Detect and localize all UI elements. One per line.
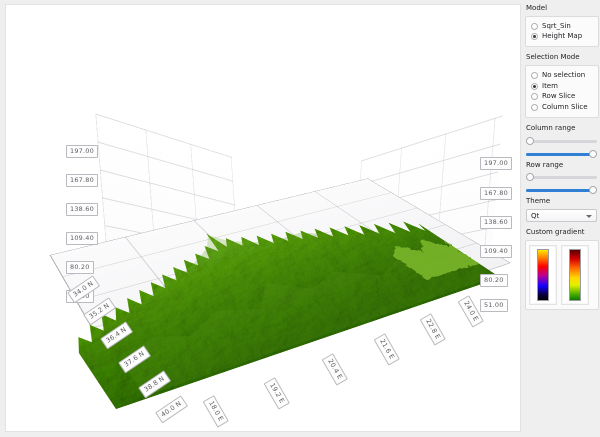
selection-mode-group-title: Selection Mode xyxy=(526,53,580,62)
surface-graph-panel[interactable]: 197.00 167.80 138.60 109.40 80.20 51.00 … xyxy=(5,4,521,432)
selection-option-item[interactable]: Item xyxy=(529,81,595,92)
custom-gradient-title: Custom gradient xyxy=(526,227,585,236)
radio-icon[interactable] xyxy=(531,22,538,30)
slider-fill xyxy=(526,152,591,156)
value-tick-right-2: 138.60 xyxy=(480,216,512,229)
slider-track xyxy=(526,139,597,143)
row-range-title: Row range xyxy=(526,160,564,169)
theme-title: Theme xyxy=(526,197,551,206)
theme-selected-value: Qt xyxy=(531,211,540,220)
model-option-label: Sqrt_Sin xyxy=(542,21,571,30)
radio-icon-selected[interactable] xyxy=(531,82,538,90)
gradient-strip xyxy=(537,248,549,301)
terrain-shelf xyxy=(383,233,479,280)
slider-knob[interactable] xyxy=(526,173,534,182)
model-option-label: Height Map xyxy=(542,32,583,41)
selection-option-no-selection[interactable]: No selection xyxy=(529,70,595,81)
model-group-title: Model xyxy=(526,4,548,12)
slider-knob[interactable] xyxy=(589,186,597,195)
model-option-height-map[interactable]: Height Map xyxy=(529,31,595,42)
model-radio-group: Sqrt_Sin Height Map xyxy=(525,15,599,48)
radio-icon-selected[interactable] xyxy=(531,33,538,41)
radio-icon[interactable] xyxy=(531,104,538,111)
3d-scene[interactable]: 197.00 167.80 138.60 109.40 80.20 51.00 … xyxy=(6,5,520,431)
gradient-strip xyxy=(569,248,581,301)
slider-knob[interactable] xyxy=(526,136,534,145)
control-sidebar: Model Sqrt_Sin Height Map Selection Mode… xyxy=(521,0,599,437)
selection-option-label: Item xyxy=(542,81,558,90)
longitude-tick-0: 18.0 E xyxy=(203,395,229,428)
value-tick-right-0: 197.00 xyxy=(480,157,512,170)
selection-option-label: Row Slice xyxy=(542,92,576,101)
value-tick-right-3: 109.40 xyxy=(480,245,512,258)
theme-dropdown[interactable]: Qt xyxy=(526,208,597,222)
terrain-body xyxy=(30,190,501,410)
value-tick-left-1: 167.80 xyxy=(66,174,98,187)
column-range-max-slider[interactable] xyxy=(526,149,597,159)
selection-mode-radio-group: No selection Item Row Slice Column Slice xyxy=(525,64,599,118)
value-tick-left-4: 80.20 xyxy=(66,261,94,274)
value-tick-right-5: 51.00 xyxy=(480,299,508,312)
longitude-tick-2: 20.4 E xyxy=(322,353,348,386)
slider-track xyxy=(526,176,597,180)
gradient-swatch-one[interactable] xyxy=(529,244,557,305)
longitude-tick-3: 21.6 E xyxy=(374,333,400,366)
value-tick-left-0: 197.00 xyxy=(66,145,98,158)
terrain-mesh xyxy=(30,190,501,410)
value-tick-right-1: 167.80 xyxy=(480,187,512,200)
value-tick-left-2: 138.60 xyxy=(66,203,98,216)
custom-gradient-group xyxy=(525,239,599,310)
radio-icon[interactable] xyxy=(531,93,538,101)
row-range-min-slider[interactable] xyxy=(526,172,597,182)
chevron-down-icon[interactable] xyxy=(586,214,592,218)
selection-option-label: No selection xyxy=(542,70,586,79)
longitude-tick-1: 19.2 E xyxy=(264,377,290,410)
row-range-max-slider[interactable] xyxy=(526,185,597,195)
selection-option-column-slice[interactable]: Column Slice xyxy=(529,102,595,113)
height-map-surface[interactable] xyxy=(27,188,515,423)
model-option-sqrt-sin[interactable]: Sqrt_Sin xyxy=(529,21,595,32)
column-range-title: Column range xyxy=(526,123,576,132)
slider-fill xyxy=(526,189,591,193)
longitude-tick-4: 22.8 E xyxy=(420,313,446,346)
selection-option-label: Column Slice xyxy=(542,103,588,112)
slider-knob[interactable] xyxy=(589,149,597,158)
gradient-swatch-two[interactable] xyxy=(561,244,589,305)
value-tick-left-3: 109.40 xyxy=(66,232,98,245)
terrain-shading xyxy=(31,191,498,396)
radio-icon[interactable] xyxy=(531,71,538,79)
selection-option-row-slice[interactable]: Row Slice xyxy=(529,91,595,102)
value-tick-right-4: 80.20 xyxy=(480,274,508,287)
column-range-min-slider[interactable] xyxy=(526,136,597,146)
